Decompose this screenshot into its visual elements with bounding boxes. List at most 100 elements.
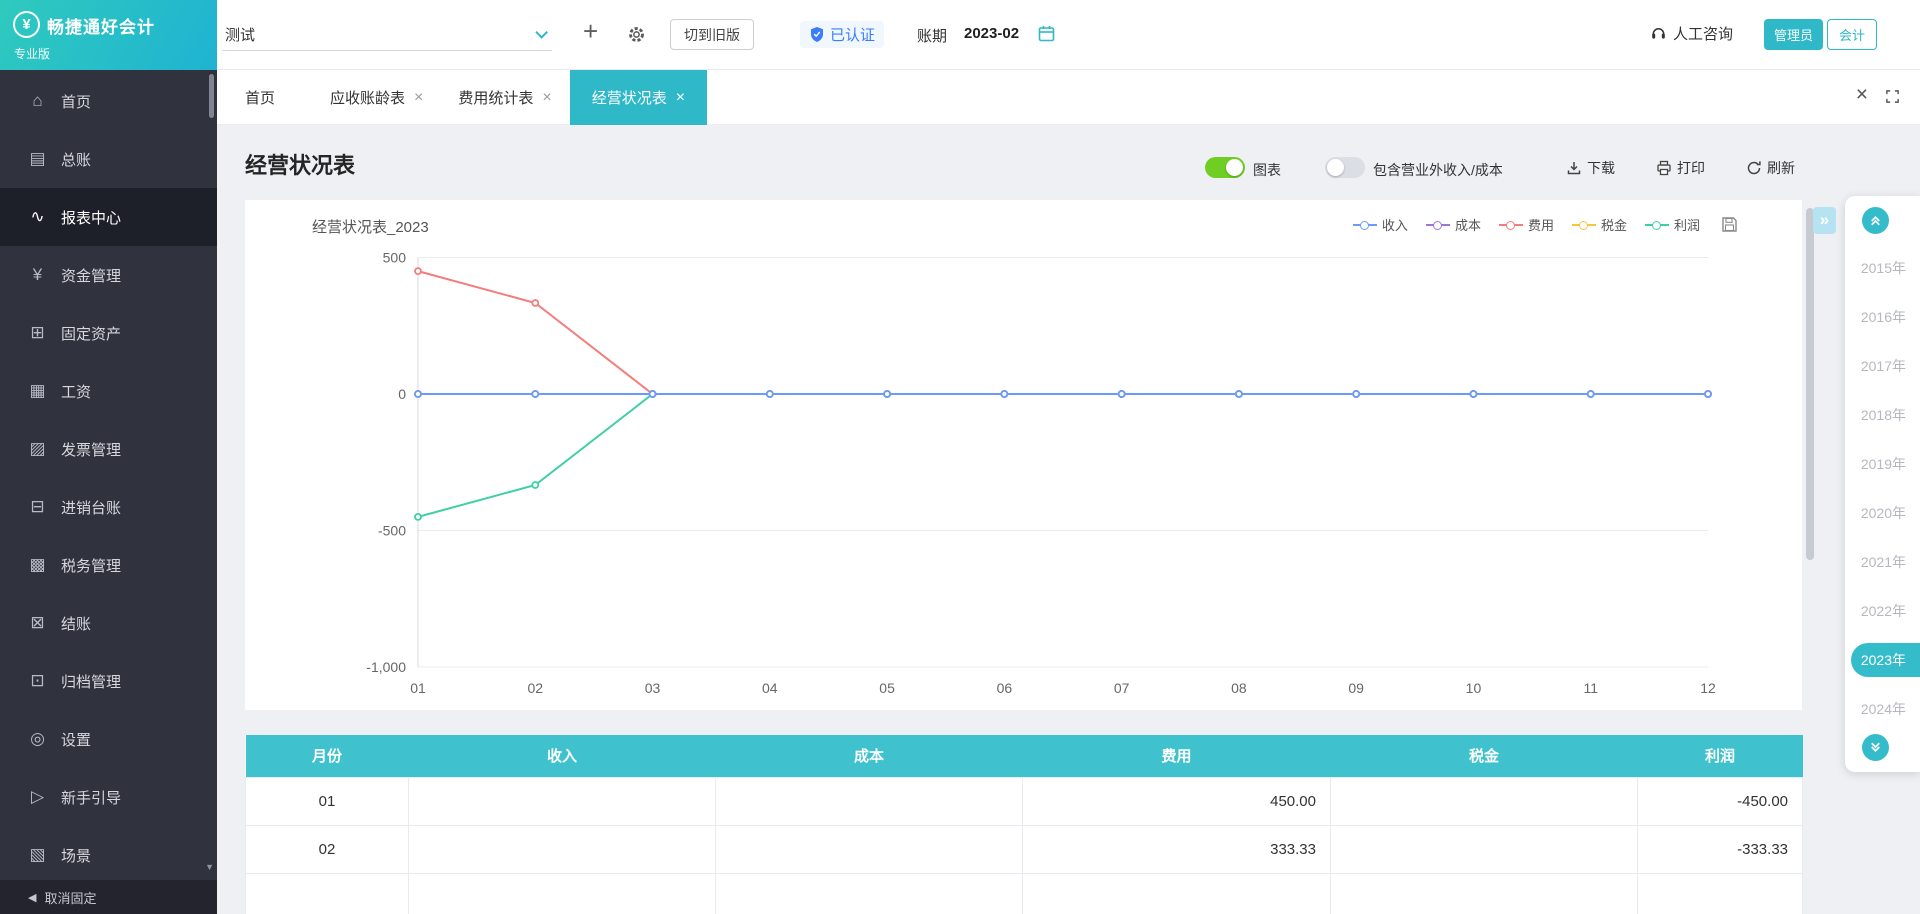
- chart-title: 经营状况表_2023: [312, 219, 429, 236]
- svg-text:06: 06: [997, 680, 1013, 696]
- shield-check-icon: [809, 26, 825, 43]
- sidebar-menu: ⌂ 首页 ▤ 总账 ∿ 报表中心 ¥ 资金管理 ⊞ 固定资产 ▦ 工资 ▨ 发票管理 ⊟ 进销台账 ▩ 税务管理 ⊠…: [0, 72, 217, 884]
- calendar-icon[interactable]: [1037, 24, 1056, 48]
- year-scroll-up-button[interactable]: [1862, 207, 1889, 234]
- sidebar-item-3[interactable]: ¥ 资金管理: [0, 246, 217, 304]
- legend-marker: [1498, 219, 1523, 231]
- sidebar-item-4[interactable]: ⊞ 固定资产: [0, 304, 217, 362]
- period-label: 账期: [917, 28, 948, 45]
- table-cell: -450.00: [1637, 776, 1803, 826]
- sidebar-item-5[interactable]: ▦ 工资: [0, 362, 217, 420]
- sidebar-item-12[interactable]: ▷ 新手引导: [0, 768, 217, 826]
- sidebar-item-label: 进销台账: [61, 499, 122, 517]
- sidebar-item-label: 新手引导: [61, 789, 122, 807]
- legend-item-3[interactable]: 税金: [1571, 215, 1627, 234]
- admin-button[interactable]: 管理员: [1764, 19, 1824, 50]
- account-select[interactable]: 测试: [222, 19, 552, 51]
- live-support-link[interactable]: 人工咨询: [1650, 23, 1733, 44]
- sidebar-item-label: 归档管理: [61, 673, 122, 691]
- table-header-cell: 利润: [1637, 735, 1803, 777]
- year-item-8[interactable]: 2023年: [1851, 643, 1920, 677]
- account-select-value: 测试: [225, 27, 256, 44]
- period-value[interactable]: 2023-02: [964, 25, 1020, 42]
- tab-label: 应收账龄表: [330, 90, 406, 107]
- legend-item-1[interactable]: 成本: [1425, 215, 1481, 234]
- sidebar-item-13[interactable]: ▧ 场景: [0, 826, 217, 884]
- sidebar-item-1[interactable]: ▤ 总账: [0, 130, 217, 188]
- sidebar-scrollbar[interactable]: [209, 74, 214, 118]
- refresh-button[interactable]: 刷新: [1746, 158, 1795, 178]
- inventory-icon: ⊟: [30, 497, 45, 516]
- year-item-6[interactable]: 2021年: [1860, 554, 1906, 570]
- refresh-icon: [1746, 160, 1762, 176]
- close-all-tabs-icon[interactable]: ×: [1855, 83, 1868, 106]
- table-header-cell: 成本: [715, 735, 1023, 777]
- year-item-9[interactable]: 2024年: [1860, 701, 1906, 717]
- sidebar-item-label: 结账: [61, 615, 92, 633]
- print-button[interactable]: 打印: [1656, 158, 1705, 178]
- sidebar-item-0[interactable]: ⌂ 首页: [0, 72, 217, 130]
- collapse-year-panel-icon[interactable]: »: [1813, 207, 1836, 234]
- tab-2[interactable]: 费用统计表 ×: [458, 87, 551, 108]
- chart-toggle-label: 图表: [1253, 162, 1281, 178]
- gear-icon[interactable]: [627, 25, 646, 49]
- download-button[interactable]: 下载: [1566, 158, 1615, 178]
- year-item-5[interactable]: 2020年: [1860, 505, 1906, 521]
- brand-name: 畅捷通好会计: [47, 18, 155, 37]
- tab-close-icon[interactable]: ×: [675, 88, 686, 106]
- certified-badge[interactable]: 已认证: [800, 21, 885, 48]
- svg-text:03: 03: [645, 680, 661, 696]
- sidebar-item-8[interactable]: ▩ 税务管理: [0, 536, 217, 594]
- tab-close-icon[interactable]: ×: [542, 88, 552, 106]
- svg-text:01: 01: [410, 680, 426, 696]
- ledger-icon: ▤: [29, 149, 46, 168]
- sidebar-item-label: 发票管理: [61, 441, 122, 459]
- year-item-1[interactable]: 2016年: [1860, 309, 1906, 325]
- year-scroll-down-button[interactable]: [1862, 734, 1889, 761]
- svg-text:09: 09: [1348, 680, 1364, 696]
- switch-old-version-button[interactable]: 切到旧版: [670, 19, 754, 50]
- svg-text:12: 12: [1700, 680, 1716, 696]
- legend-marker: [1352, 219, 1377, 231]
- sidebar-item-7[interactable]: ⊟ 进销台账: [0, 478, 217, 536]
- toggle-knob: [1327, 159, 1344, 176]
- summary-table: 月份 收入 成本 费用 税金 利润 01 450.00 -450.00 02 333.33 -333…: [245, 735, 1803, 914]
- accountant-role-button[interactable]: 会计: [1827, 19, 1878, 50]
- tab-0[interactable]: 首页: [245, 87, 275, 108]
- legend-item-0[interactable]: 收入: [1352, 215, 1408, 234]
- sidebar-scroll-down-icon[interactable]: ▼: [205, 862, 214, 872]
- unpin-sidebar-button[interactable]: ◀ 取消固定: [0, 880, 217, 914]
- sidebar-item-9[interactable]: ⊠ 结账: [0, 594, 217, 652]
- table-cell-empty: [1637, 872, 1803, 914]
- svg-text:05: 05: [879, 680, 895, 696]
- table-header-cell: 月份: [245, 735, 409, 777]
- tab-1[interactable]: 应收账龄表 ×: [330, 87, 423, 108]
- fullscreen-icon[interactable]: [1885, 89, 1900, 109]
- sidebar-item-11[interactable]: ◎ 设置: [0, 710, 217, 768]
- table-header-row: 月份 收入 成本 费用 税金 利润: [245, 735, 1803, 777]
- year-item-7[interactable]: 2022年: [1860, 603, 1906, 619]
- year-item-4[interactable]: 2019年: [1860, 456, 1906, 472]
- add-account-set-button[interactable]: +: [583, 16, 599, 46]
- sidebar-item-2[interactable]: ∿ 报表中心: [0, 188, 217, 246]
- legend-item-4[interactable]: 利润: [1644, 215, 1700, 234]
- tab-close-icon[interactable]: ×: [414, 88, 424, 106]
- year-item-3[interactable]: 2018年: [1860, 407, 1906, 423]
- table-cell: 02: [245, 824, 409, 874]
- year-item-2[interactable]: 2017年: [1860, 358, 1906, 374]
- main-scrollbar[interactable]: [1806, 208, 1814, 560]
- include-nonoperating-toggle[interactable]: [1325, 157, 1365, 178]
- sidebar-item-label: 设置: [61, 731, 92, 749]
- sidebar-item-label: 场景: [61, 847, 92, 865]
- legend-item-2[interactable]: 费用: [1498, 215, 1554, 234]
- tab-3[interactable]: 经营状况表 ×: [569, 70, 708, 125]
- tab-label: 首页: [245, 90, 276, 107]
- refresh-label: 刷新: [1767, 160, 1795, 176]
- svg-text:10: 10: [1466, 680, 1482, 696]
- sidebar-item-6[interactable]: ▨ 发票管理: [0, 420, 217, 478]
- chart-view-toggle[interactable]: [1205, 157, 1245, 178]
- sidebar-item-10[interactable]: ⊡ 归档管理: [0, 652, 217, 710]
- year-item-0[interactable]: 2015年: [1860, 260, 1906, 276]
- save-image-icon[interactable]: [1721, 216, 1738, 233]
- table-cell-empty: [245, 872, 409, 914]
